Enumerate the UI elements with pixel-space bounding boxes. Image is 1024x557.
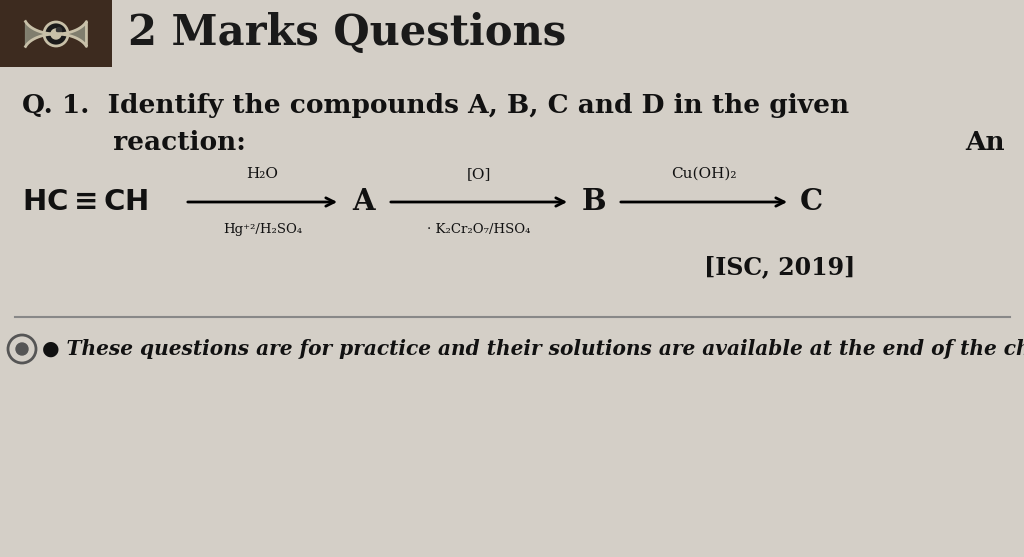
Text: [O]: [O] xyxy=(467,167,492,181)
Text: 2 Marks Questions: 2 Marks Questions xyxy=(128,12,566,54)
Text: A: A xyxy=(352,188,375,217)
Text: [ISC, 2019]: [ISC, 2019] xyxy=(705,255,856,279)
Text: Hg⁺²/H₂SO₄: Hg⁺²/H₂SO₄ xyxy=(223,223,302,237)
Text: ● These questions are for practice and their solutions are available at the end : ● These questions are for practice and t… xyxy=(42,339,1024,359)
Text: $\mathbf{HC \equiv CH}$: $\mathbf{HC \equiv CH}$ xyxy=(22,188,148,216)
Circle shape xyxy=(56,27,61,32)
Text: B: B xyxy=(582,188,606,217)
Text: H₂O: H₂O xyxy=(247,167,279,181)
Circle shape xyxy=(51,29,61,39)
Text: Q. 1.  Identify the compounds A, B, C and D in the given: Q. 1. Identify the compounds A, B, C and… xyxy=(22,92,849,118)
Text: C: C xyxy=(800,188,823,217)
Bar xyxy=(0,0,112,67)
Polygon shape xyxy=(26,22,86,46)
Text: · K₂Cr₂O₇/HSO₄: · K₂Cr₂O₇/HSO₄ xyxy=(427,223,530,237)
Circle shape xyxy=(16,343,28,355)
Text: An: An xyxy=(966,129,1005,154)
Circle shape xyxy=(44,22,68,46)
Text: Cu(OH)₂: Cu(OH)₂ xyxy=(672,167,736,181)
Text: reaction:: reaction: xyxy=(22,129,246,154)
